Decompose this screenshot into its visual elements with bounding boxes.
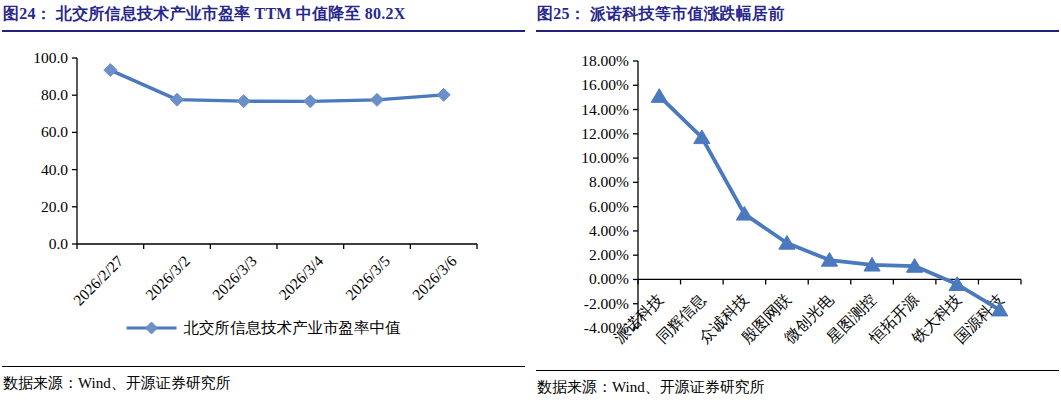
svg-text:40.0: 40.0: [41, 161, 68, 178]
figure-25-source: 数据来源：Wind、开源证券研究所: [536, 370, 1059, 397]
svg-text:2026/3/5: 2026/3/5: [342, 252, 393, 303]
figure-24-panel: 图24： 北交所信息技术产业市盈率 TTM 中值降至 80.2X 2026/2/…: [2, 2, 525, 393]
svg-text:0.00%: 0.00%: [589, 270, 629, 287]
figure-24-caption: 图24： 北交所信息技术产业市盈率 TTM 中值降至 80.2X: [2, 2, 525, 32]
svg-text:6.00%: 6.00%: [589, 198, 629, 215]
svg-text:16.00%: 16.00%: [581, 76, 629, 93]
report-figures-page: 图24： 北交所信息技术产业市盈率 TTM 中值降至 80.2X 2026/2/…: [0, 0, 1061, 406]
svg-text:10.00%: 10.00%: [581, 149, 629, 166]
svg-text:2.00%: 2.00%: [589, 246, 629, 263]
svg-text:20.0: 20.0: [41, 198, 68, 215]
svg-text:2026/3/3: 2026/3/3: [209, 252, 260, 303]
svg-text:2026/3/6: 2026/3/6: [409, 252, 460, 303]
pe-ttm-median-line-chart: 2026/2/27 2026/3/2 2026/3/3 2026/3/4 2026/3/…: [2, 34, 525, 360]
svg-text:2026/2/27: 2026/2/27: [70, 252, 127, 309]
figure-25-panel: 图25： 派诺科技等市值涨跌幅居前 派诺科技同辉信息众诚科技殷图网联微创光电星图…: [536, 2, 1059, 397]
svg-text:18.00%: 18.00%: [581, 52, 629, 69]
svg-text:-4.00%: -4.00%: [584, 319, 629, 336]
svg-text:12.00%: 12.00%: [581, 125, 629, 142]
svg-text:4.00%: 4.00%: [589, 222, 629, 239]
svg-text:60.0: 60.0: [41, 123, 68, 140]
svg-text:80.0: 80.0: [41, 86, 68, 103]
svg-text:0.0: 0.0: [49, 235, 69, 252]
svg-text:14.00%: 14.00%: [581, 101, 629, 118]
svg-text:-2.00%: -2.00%: [584, 295, 629, 312]
svg-text:8.00%: 8.00%: [589, 173, 629, 190]
figure-24-source: 数据来源：Wind、开源证券研究所: [2, 366, 525, 393]
svg-text:北交所信息技术产业市盈率中值: 北交所信息技术产业市盈率中值: [184, 319, 402, 336]
svg-text:2026/3/4: 2026/3/4: [275, 252, 326, 303]
svg-text:100.0: 100.0: [33, 49, 68, 66]
market-cap-change-line-chart: 派诺科技同辉信息众诚科技殷图网联微创光电星图测控恒拓开源铁大科技国源科技-4.0…: [536, 34, 1059, 364]
svg-text:2026/3/2: 2026/3/2: [142, 252, 193, 303]
figure-25-caption: 图25： 派诺科技等市值涨跌幅居前: [536, 2, 1059, 32]
